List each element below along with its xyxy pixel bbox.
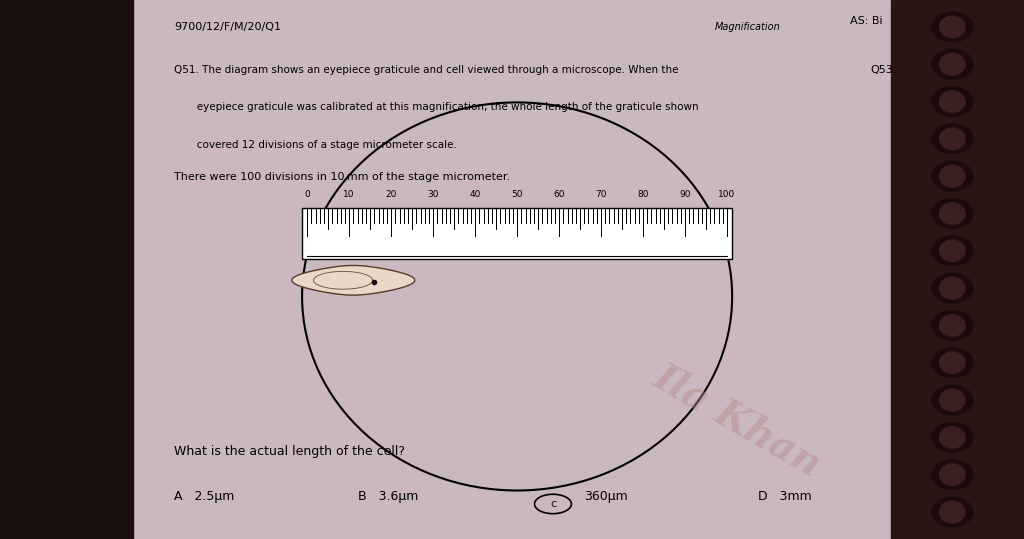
Text: B   3.6μm: B 3.6μm: [358, 490, 419, 503]
Ellipse shape: [932, 161, 973, 191]
Text: 70: 70: [595, 190, 607, 199]
Ellipse shape: [939, 501, 965, 523]
Ellipse shape: [939, 165, 965, 187]
Ellipse shape: [932, 124, 973, 154]
Text: 100: 100: [719, 190, 735, 199]
Text: 40: 40: [469, 190, 481, 199]
Ellipse shape: [939, 53, 965, 75]
Ellipse shape: [932, 50, 973, 79]
Text: Q53.: Q53.: [870, 65, 897, 75]
Ellipse shape: [939, 464, 965, 486]
Text: covered 12 divisions of a stage micrometer scale.: covered 12 divisions of a stage micromet…: [174, 140, 457, 150]
Text: A   2.5μm: A 2.5μm: [174, 490, 234, 503]
Text: 50: 50: [511, 190, 523, 199]
Ellipse shape: [932, 348, 973, 378]
Ellipse shape: [932, 199, 973, 229]
Text: 90: 90: [679, 190, 691, 199]
Text: 0: 0: [304, 190, 310, 199]
Ellipse shape: [932, 385, 973, 415]
Polygon shape: [292, 266, 415, 295]
Ellipse shape: [939, 389, 965, 411]
Text: 80: 80: [637, 190, 649, 199]
Text: AS: Bi: AS: Bi: [850, 16, 883, 26]
Ellipse shape: [932, 460, 973, 489]
Ellipse shape: [939, 128, 965, 150]
Text: 9700/12/F/M/20/Q1: 9700/12/F/M/20/Q1: [174, 22, 281, 32]
Text: Q51. The diagram shows an eyepiece graticule and cell viewed through a microscop: Q51. The diagram shows an eyepiece grati…: [174, 65, 679, 75]
Ellipse shape: [939, 240, 965, 261]
Ellipse shape: [932, 236, 973, 266]
Text: There were 100 divisions in 10 mm of the stage micrometer.: There were 100 divisions in 10 mm of the…: [174, 172, 510, 183]
Ellipse shape: [932, 310, 973, 340]
Text: 30: 30: [427, 190, 439, 199]
Text: 360μm: 360μm: [584, 490, 628, 503]
Text: 20: 20: [385, 190, 397, 199]
Text: D   3mm: D 3mm: [758, 490, 811, 503]
Ellipse shape: [932, 273, 973, 303]
Ellipse shape: [932, 497, 973, 527]
Ellipse shape: [932, 423, 973, 452]
Text: c: c: [550, 499, 556, 509]
Ellipse shape: [939, 352, 965, 374]
Text: 10: 10: [343, 190, 355, 199]
Bar: [0, 0, 133, 539]
Text: eyepiece graticule was calibrated at this magnification, the whole length of the: eyepiece graticule was calibrated at thi…: [174, 102, 698, 113]
Text: Magnification: Magnification: [715, 22, 780, 32]
Ellipse shape: [939, 278, 965, 299]
Text: Ila Khan: Ila Khan: [647, 357, 827, 483]
Ellipse shape: [932, 87, 973, 116]
Ellipse shape: [939, 203, 965, 224]
Text: What is the actual length of the cell?: What is the actual length of the cell?: [174, 445, 406, 458]
Ellipse shape: [939, 315, 965, 336]
Bar: [891, 0, 1024, 539]
Ellipse shape: [939, 16, 965, 38]
Ellipse shape: [939, 91, 965, 112]
Ellipse shape: [932, 12, 973, 42]
Ellipse shape: [939, 427, 965, 448]
Bar: [302, 208, 732, 259]
Text: 60: 60: [553, 190, 565, 199]
